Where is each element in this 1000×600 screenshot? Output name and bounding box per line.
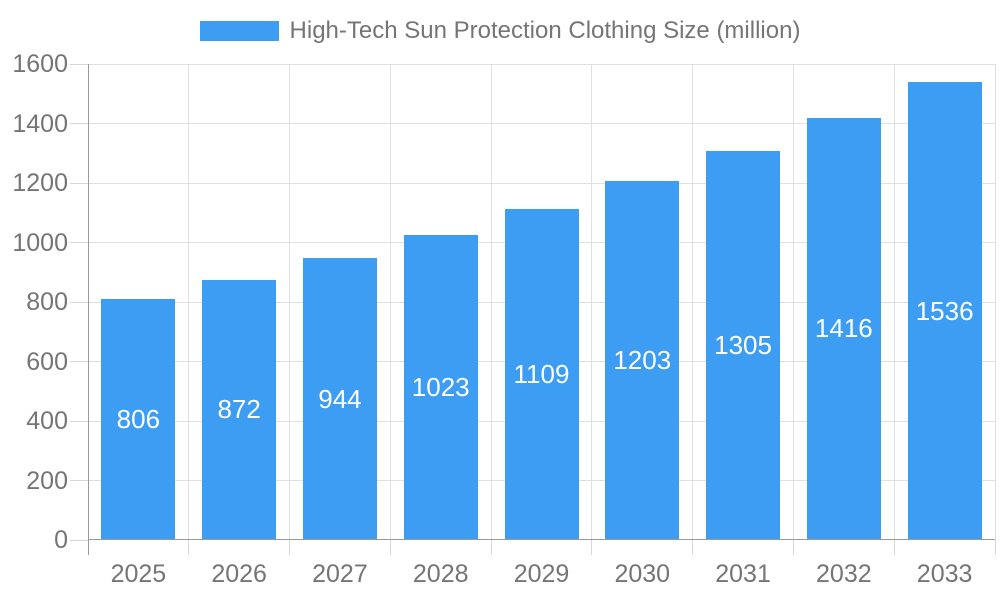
y-axis-tick [70,361,88,362]
x-axis-tick [792,540,794,555]
bar-value-label: 1109 [513,359,570,390]
x-tick-label: 2032 [816,560,872,588]
legend[interactable]: High-Tech Sun Protection Clothing Size (… [0,17,1000,45]
y-axis-line [88,64,89,555]
y-axis-tick [70,182,88,184]
y-tick-label: 1000 [12,228,68,257]
x-axis-tick [591,540,593,555]
y-axis-tick [70,539,88,541]
h-gridline [88,123,995,124]
x-axis-line [88,539,995,540]
bar-value-label: 1023 [411,371,470,402]
x-tick-label: 2028 [412,560,469,588]
x-tick-label: 2033 [916,560,973,588]
x-axis-tick [893,540,895,555]
bar-value-label: 806 [116,404,161,435]
bar[interactable]: 1416 [806,117,881,539]
plot-area: 806 872 944 1023 1109 1203 1305 1416 1536 [70,63,996,555]
y-axis-tick [70,420,88,422]
y-tick-label: 1200 [12,169,68,197]
v-gridline [389,64,391,540]
bar[interactable]: 944 [302,258,377,539]
v-gridline [692,64,694,540]
v-gridline [893,64,895,540]
y-tick-label: 800 [26,288,68,316]
bar-value-label: 872 [217,394,261,425]
v-gridline [289,64,291,540]
bar-value-label: 1536 [915,295,974,326]
y-axis-tick [70,63,88,65]
y-axis-tick [70,301,88,303]
y-axis-tick [70,242,88,243]
y-axis-tick [70,123,88,124]
x-tick-label: 2030 [614,560,671,588]
legend-label: High-Tech Sun Protection Clothing Size (… [289,17,801,44]
x-axis-tick [692,540,694,555]
y-tick-label: 400 [26,407,68,435]
h-gridline [88,182,995,184]
x-tick-label: 2029 [513,560,570,588]
y-tick-label: 200 [26,466,68,495]
bar-value-label: 1203 [613,345,672,376]
bar[interactable]: 872 [202,279,277,539]
v-gridline [994,64,996,540]
v-gridline [188,64,190,540]
x-tick-label: 2025 [110,560,167,588]
y-axis-tick [70,480,88,481]
bar-value-label: 1416 [814,313,873,344]
y-tick-label: 1400 [12,109,68,138]
x-tick-label: 2026 [211,560,267,588]
x-axis-tick [289,540,291,555]
x-axis-tick [389,540,391,555]
x-tick-label: 2031 [715,560,771,588]
x-axis-tick [188,540,190,555]
y-tick-label: 600 [26,347,68,376]
bar[interactable]: 1109 [504,209,579,539]
bar[interactable]: 1305 [706,150,781,539]
y-tick-label: 0 [54,526,68,554]
bar[interactable]: 1203 [605,181,680,539]
bar[interactable]: 806 [101,299,176,539]
legend-swatch [199,21,279,41]
v-gridline [792,64,794,540]
bar[interactable]: 1536 [907,82,982,539]
v-gridline [490,64,492,540]
h-gridline [88,63,995,65]
v-gridline [591,64,593,540]
x-axis-tick [994,540,996,555]
x-axis-tick [490,540,492,555]
bar-value-label: 944 [318,383,362,414]
x-tick-label: 2027 [312,560,368,588]
bar[interactable]: 1023 [403,234,478,539]
bar-value-label: 1305 [714,329,772,360]
y-tick-label: 1600 [12,50,68,78]
